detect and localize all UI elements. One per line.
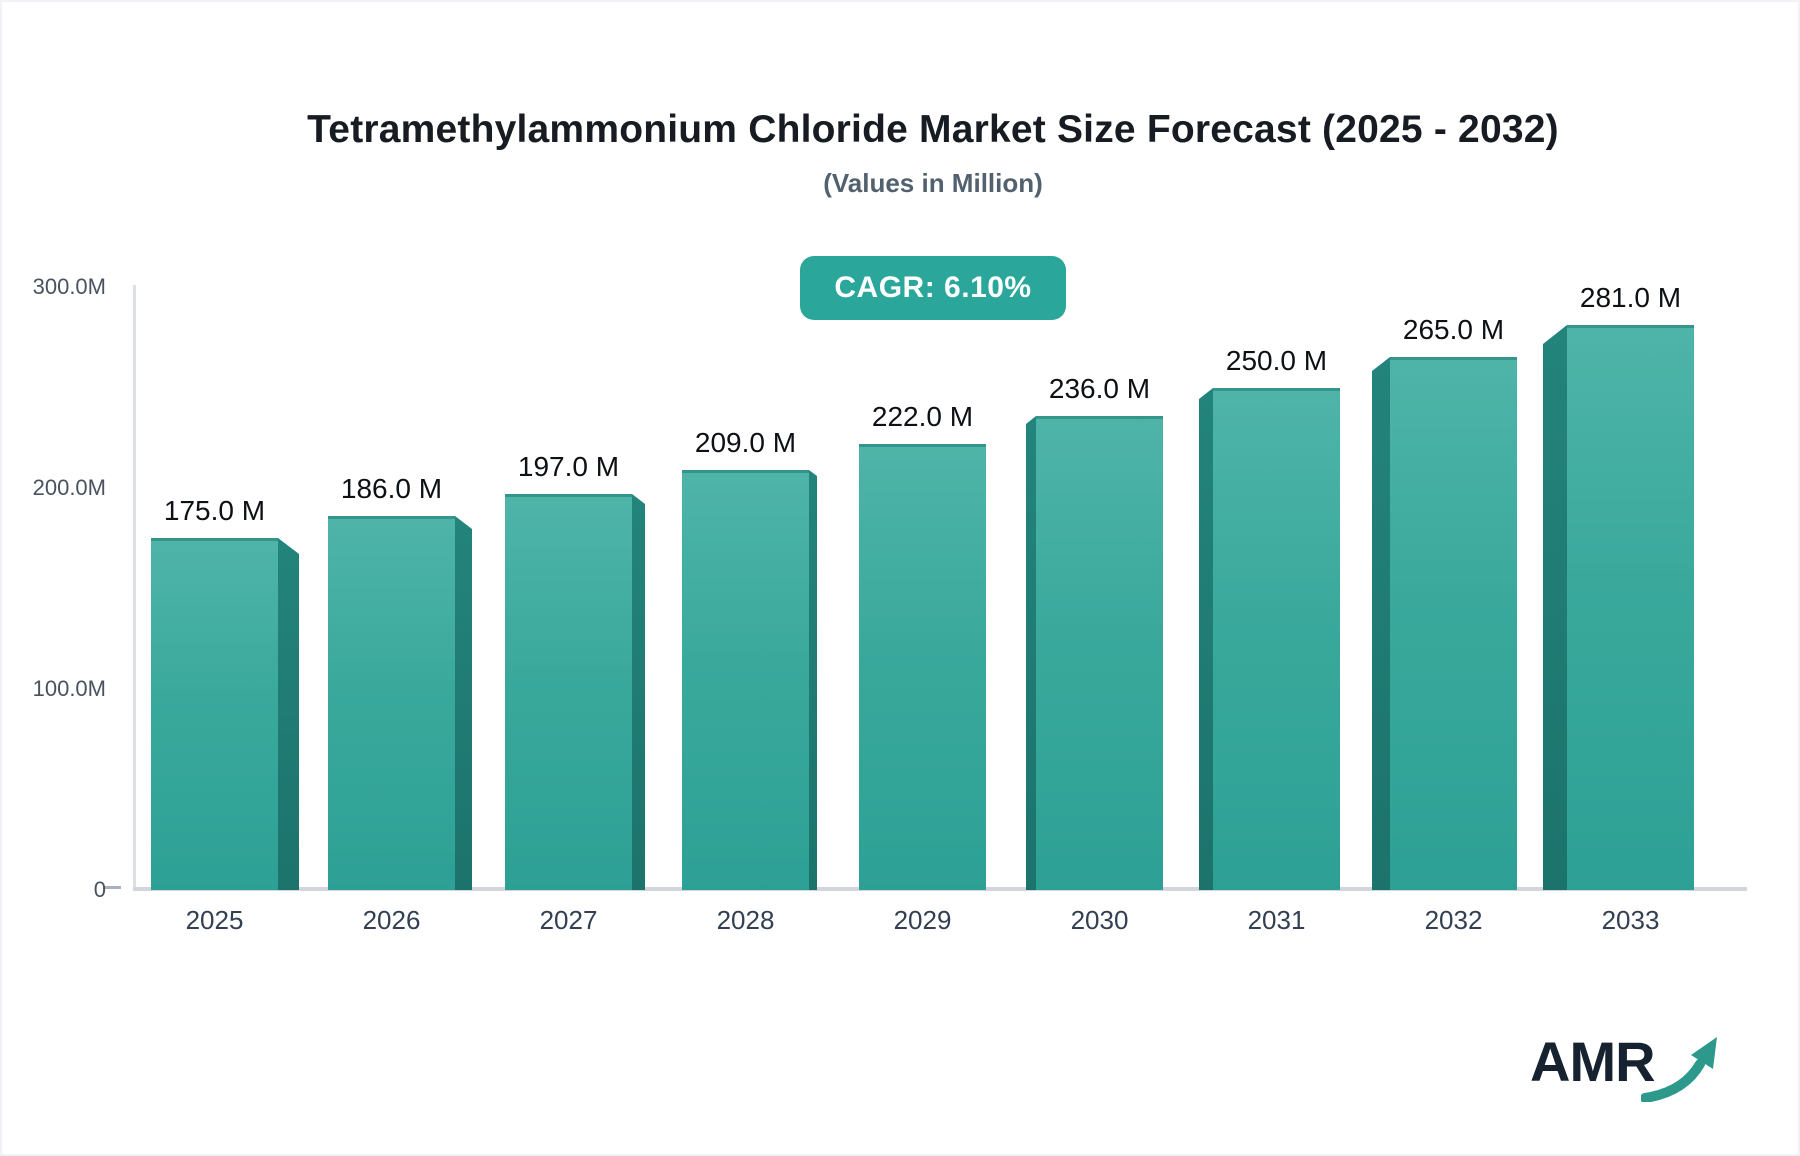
bar-side-face: [278, 538, 299, 890]
bar-side-face: [1543, 325, 1567, 890]
bar-2031: 250.0 M: [1199, 345, 1340, 890]
y-axis-tick-label: 100.0M: [32, 676, 106, 701]
bar-face: [151, 538, 278, 890]
bar-value-label: 222.0 M: [871, 401, 974, 432]
bar-face: [328, 516, 455, 890]
bar-2025: 175.0 M: [151, 495, 299, 890]
bar-value-label: 209.0 M: [694, 427, 797, 458]
bar-face: [1213, 388, 1340, 890]
bar-side-face: [455, 516, 472, 890]
bar-2032: 265.0 M: [1372, 314, 1517, 890]
bar-side-face: [809, 470, 817, 890]
bar-face: [1567, 325, 1694, 890]
bar-face: [859, 444, 986, 890]
bar-2026: 186.0 M: [328, 473, 472, 890]
cagr-badge: CAGR: 6.10%: [800, 256, 1066, 320]
bar-value-label: 265.0 M: [1402, 314, 1505, 345]
bar-value-label: 250.0 M: [1225, 345, 1328, 376]
x-axis-label-2029: 2029: [893, 905, 952, 935]
bar-face: [505, 494, 632, 890]
bar-face: [1036, 416, 1163, 890]
x-axis-label-2027: 2027: [539, 905, 598, 935]
bar-face: [682, 470, 809, 890]
bar-value-label: 281.0 M: [1579, 282, 1682, 313]
x-axis-label-2026: 2026: [362, 905, 421, 935]
bar-side-face: [1199, 388, 1213, 890]
bar-value-label: 175.0 M: [163, 495, 266, 526]
x-axis-label-2032: 2032: [1424, 905, 1483, 935]
y-axis-tick-label: 0: [93, 877, 106, 902]
bar-side-face: [632, 494, 645, 890]
amr-logo-text: AMR: [1530, 1030, 1656, 1093]
chart-subtitle: (Values in Million): [823, 168, 1043, 198]
y-axis-tick-label: 200.0M: [32, 475, 106, 500]
bar-2028: 209.0 M: [682, 427, 817, 890]
growth-arrow-icon: [1640, 1037, 1717, 1102]
chart-title: Tetramethylammonium Chloride Market Size…: [307, 108, 1559, 151]
bar-2027: 197.0 M: [505, 451, 645, 890]
x-axis-label-2025: 2025: [185, 905, 244, 935]
bar-2033: 281.0 M: [1543, 282, 1694, 890]
x-axis-label-2031: 2031: [1247, 905, 1306, 935]
bar-2030: 236.0 M: [1026, 373, 1163, 890]
bar-2029: 222.0 M: [859, 401, 986, 890]
cagr-badge-wrap: CAGR: 6.10%: [63, 256, 1798, 320]
bar-value-label: 197.0 M: [517, 451, 620, 482]
amr-logo: AMR: [1530, 1032, 1719, 1102]
zero-tick-mark: [103, 886, 121, 889]
x-axis-label-2030: 2030: [1070, 905, 1129, 935]
bar-side-face: [1026, 416, 1036, 890]
x-axis-label-2028: 2028: [716, 905, 775, 935]
y-axis-line: [133, 285, 136, 890]
y-axis-tick-label: 300.0M: [32, 274, 106, 299]
x-axis-label-2033: 2033: [1601, 905, 1660, 935]
bar-side-face: [1372, 357, 1390, 890]
bar-value-label: 186.0 M: [340, 473, 443, 504]
bar-face: [1390, 357, 1517, 890]
bar-value-label: 236.0 M: [1048, 373, 1151, 404]
